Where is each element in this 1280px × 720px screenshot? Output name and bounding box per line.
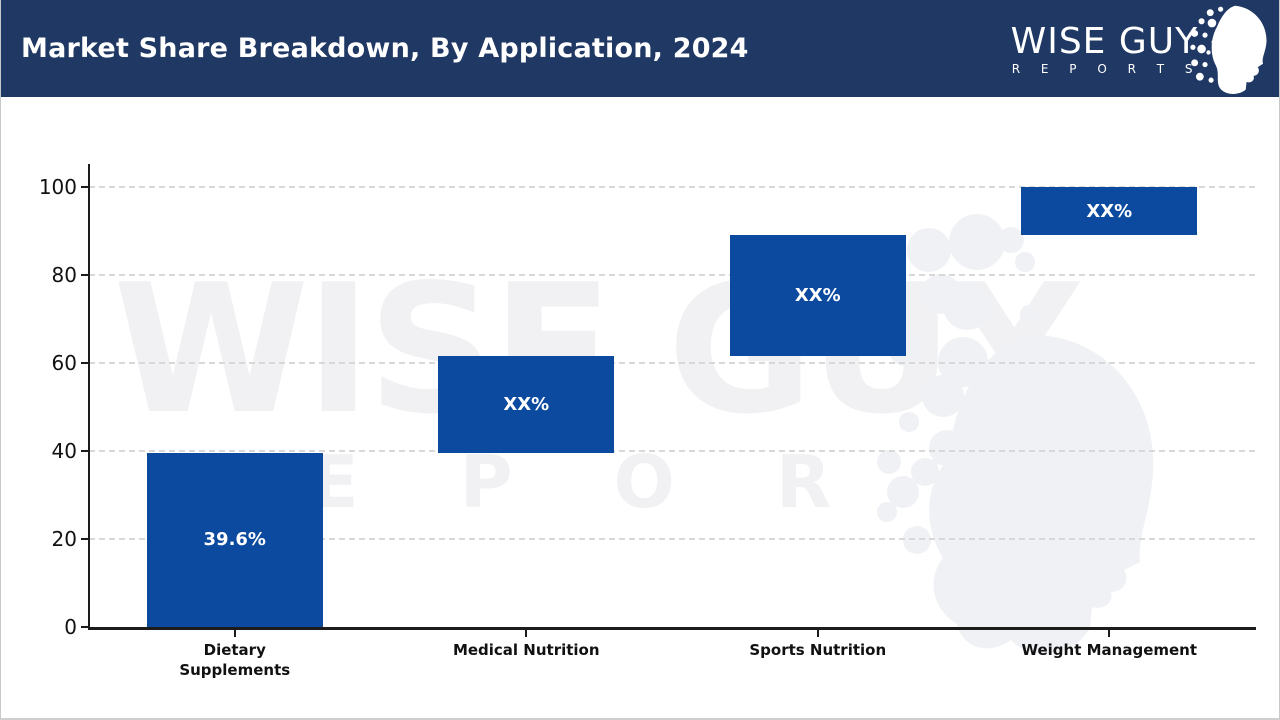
bar-value-label: XX% [794,285,841,307]
logo-wordmark: WISE GUY [1010,20,1199,62]
y-tick [81,450,89,452]
gridline [89,362,1255,364]
bar-weight-management: XX% [1021,187,1198,236]
chart-canvas: WISE GUY R E P O R T S 0 20 40 60 80 100 39.6%… [1,98,1279,718]
x-tick [1108,630,1111,637]
y-tick-label: 100 [38,175,77,199]
page-title: Market Share Breakdown, By Application, … [21,33,749,64]
bar-sports-nutrition: XX% [729,235,906,357]
y-tick [81,362,89,364]
x-tick [525,630,528,637]
x-tick [233,630,236,637]
gridline [89,538,1255,540]
bar-dietary-supplements: 39.6% [146,452,323,627]
logo-subtext: R E P O R T S [1011,61,1201,76]
y-tick-label: 20 [51,527,77,551]
gridline [89,450,1255,452]
bar-value-label: 39.6% [203,529,266,551]
dotted-head-profile-watermark-icon [877,214,1154,654]
category-label: Dietary Supplements [179,641,291,679]
y-tick [81,626,89,628]
wise-guy-reports-logo: WISE GUY R E P O R T S [1008,4,1275,94]
category-label: Weight Management [1021,641,1198,659]
bar-value-label: XX% [1086,200,1133,222]
y-axis-line [88,164,90,629]
y-tick [81,186,89,188]
x-tick [816,630,819,637]
y-tick [81,538,89,540]
title-bar: Market Share Breakdown, By Application, … [1,0,1279,97]
y-tick-label: 0 [64,615,77,639]
y-tick-label: 80 [51,263,77,287]
waterfall-chart: 0 20 40 60 80 100 39.6% Dietary Supplements XX% M… [1,98,1279,718]
category-label: Medical Nutrition [452,641,600,659]
category-label: Sports Nutrition [749,641,887,659]
logo-text: WISE GUY R E P O R T S [1008,20,1201,76]
dotted-head-profile-icon [1190,5,1267,94]
y-tick [81,274,89,276]
gridline [89,274,1255,276]
gridline [89,186,1255,188]
y-tick-label: 60 [51,351,77,375]
bar-value-label: XX% [503,394,550,416]
x-axis-line [88,627,1256,630]
bar-medical-nutrition: XX% [438,356,615,453]
y-tick-label: 40 [51,439,77,463]
